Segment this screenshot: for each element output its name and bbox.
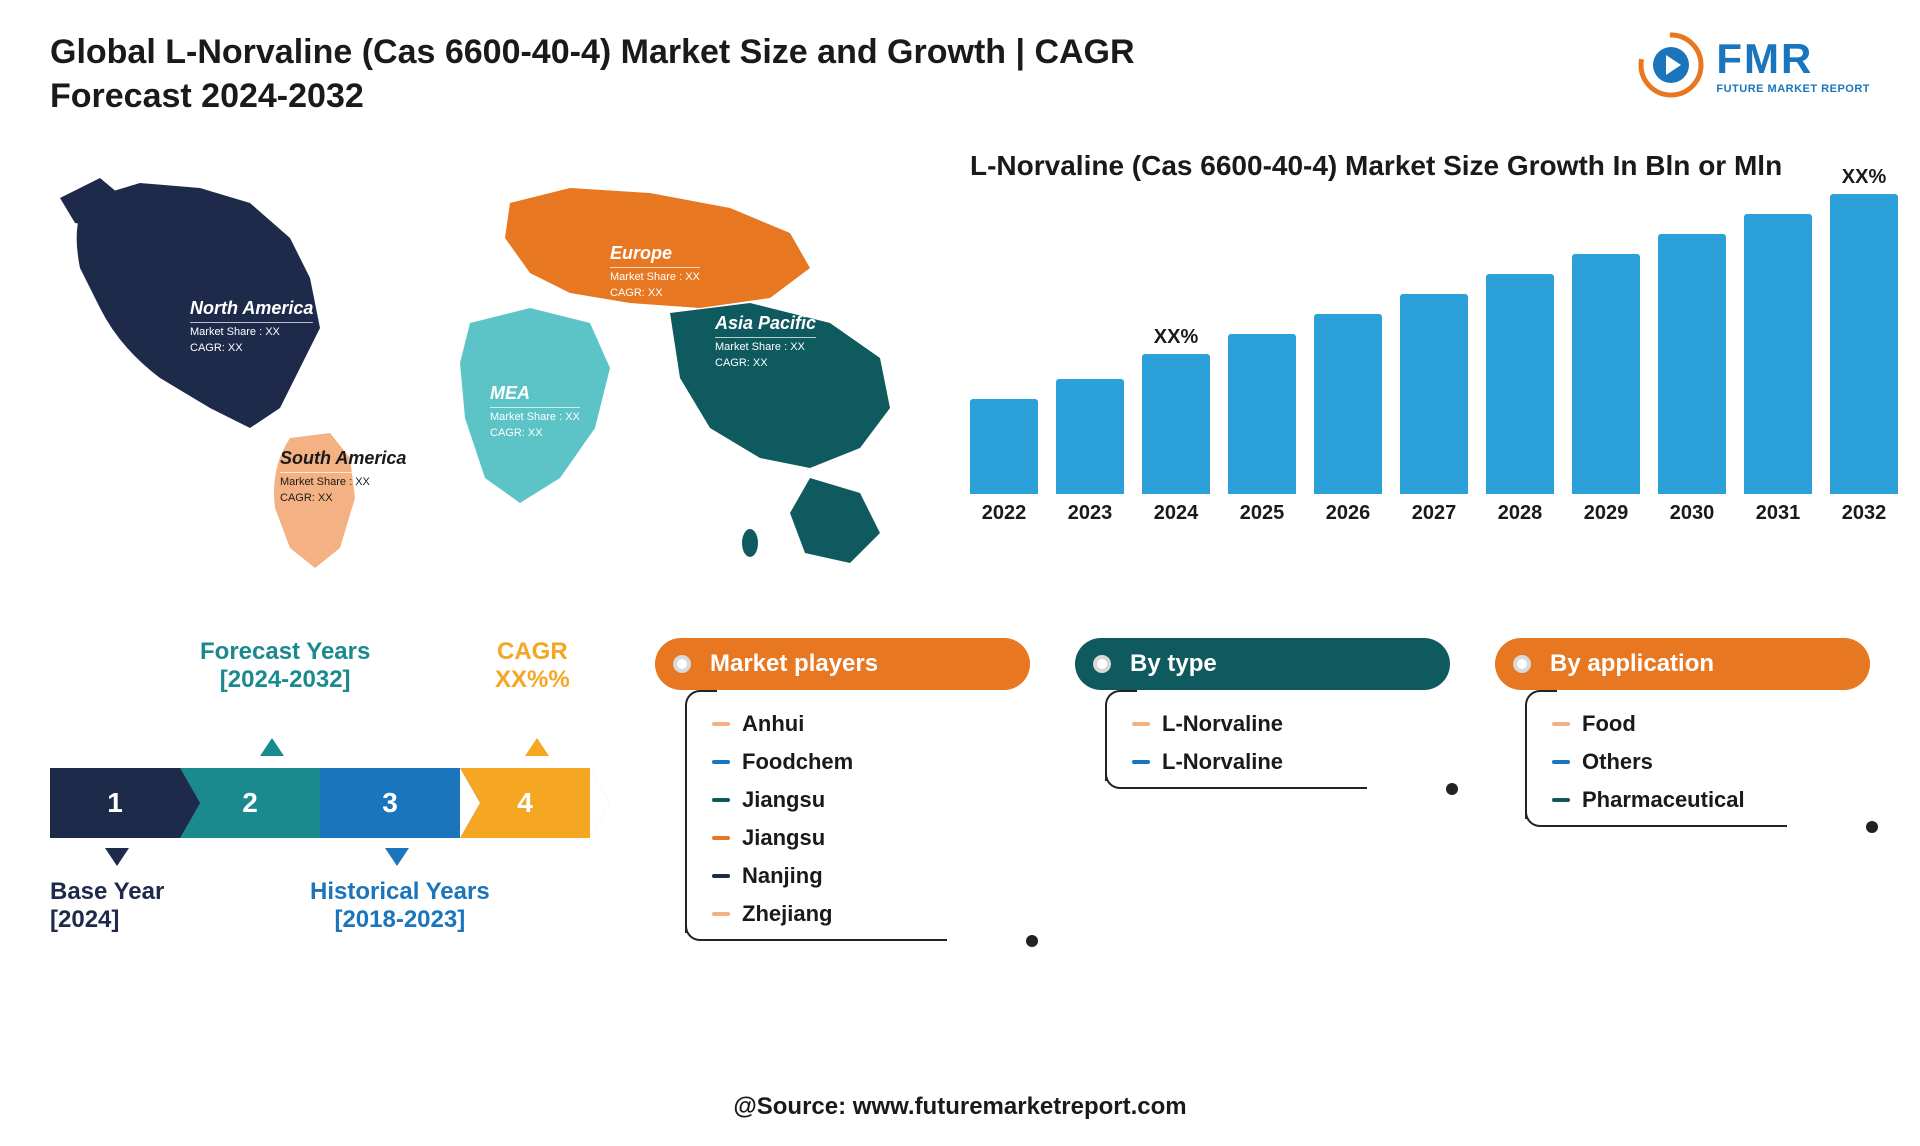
forecast-label: Forecast Years [2024-2032] — [200, 638, 370, 694]
bar-2025: 2025 — [1228, 334, 1296, 525]
cat-header: Market players — [655, 638, 1030, 690]
forecast-t1: Forecast Years — [200, 638, 370, 666]
tri-down-hist — [385, 848, 409, 866]
hist-t1: Historical Years — [310, 878, 490, 906]
base-t2: [2024] — [50, 906, 164, 934]
end-dot-icon — [1446, 783, 1458, 795]
bar-2028: 2028 — [1486, 274, 1554, 525]
cat-item: Foodchem — [687, 743, 1030, 781]
dot-icon — [1093, 655, 1111, 673]
chart-title: L-Norvaline (Cas 6600-40-4) Market Size … — [970, 148, 1898, 184]
cat-item: Zhejiang — [687, 895, 1030, 933]
tri-up-forecast — [260, 738, 284, 756]
cat-item: Anhui — [687, 705, 1030, 743]
bar-2032: XX%2032 — [1830, 194, 1898, 525]
end-dot-icon — [1026, 935, 1038, 947]
timeline-seg-3: 3 — [320, 768, 460, 838]
logo-sub-text: FUTURE MARKET REPORT — [1716, 83, 1870, 95]
logo-icon — [1636, 30, 1706, 100]
cat-item: Others — [1527, 743, 1870, 781]
cat-item: Jiangsu — [687, 819, 1030, 857]
region-label-south-america: South AmericaMarket Share : XXCAGR: XX — [280, 448, 406, 506]
cat-header: By application — [1495, 638, 1870, 690]
cat-item: L-Norvaline — [1107, 743, 1450, 781]
cat-item: Jiangsu — [687, 781, 1030, 819]
region-label-mea: MEAMarket Share : XXCAGR: XX — [490, 383, 580, 441]
bar-chart: L-Norvaline (Cas 6600-40-4) Market Size … — [970, 148, 1898, 578]
cat-body: FoodOthersPharmaceutical — [1525, 705, 1870, 819]
bar-2027: 2027 — [1400, 294, 1468, 525]
forecast-t2: [2024-2032] — [200, 666, 370, 694]
page-title: Global L-Norvaline (Cas 6600-40-4) Marke… — [50, 30, 1150, 118]
dot-icon — [673, 655, 691, 673]
cat-item: Food — [1527, 705, 1870, 743]
hist-label: Historical Years [2018-2023] — [310, 878, 490, 934]
category-by-type: By type L-NorvalineL-Norvaline — [1075, 638, 1450, 933]
cagr-label: CAGR XX%% — [495, 638, 570, 694]
category-by-application: By application FoodOthersPharmaceutical — [1495, 638, 1870, 933]
cat-header: By type — [1075, 638, 1450, 690]
categories-container: Market players AnhuiFoodchemJiangsuJiang… — [655, 638, 1870, 933]
region-label-asia-pacific: Asia PacificMarket Share : XXCAGR: XX — [715, 313, 816, 371]
cat-item: Nanjing — [687, 857, 1030, 895]
bar-2029: 2029 — [1572, 254, 1640, 525]
timeline-seg-2: 2 — [180, 768, 320, 838]
logo-main-text: FMR — [1716, 35, 1870, 83]
cagr-t1: CAGR — [495, 638, 570, 666]
tri-up-cagr — [525, 738, 549, 756]
bars-container: 2022 2023 XX%2024 2025 2026 2027 2028 2029 2030 2… — [970, 205, 1898, 525]
timeline-seg-1: 1 — [50, 768, 180, 838]
region-label-north-america: North AmericaMarket Share : XXCAGR: XX — [190, 298, 313, 356]
base-t1: Base Year — [50, 878, 164, 906]
cat-body: AnhuiFoodchemJiangsuJiangsuNanjingZhejia… — [685, 705, 1030, 933]
source-text: @Source: www.futuremarketreport.com — [733, 1093, 1186, 1121]
bar-2024: XX%2024 — [1142, 354, 1210, 525]
bar-2031: 2031 — [1744, 214, 1812, 525]
logo: FMR FUTURE MARKET REPORT — [1636, 30, 1870, 100]
bar-2030: 2030 — [1658, 234, 1726, 525]
timeline-arrows: 1.tl-seg:nth-child(1)::after{border-left… — [50, 768, 590, 838]
region-label-europe: EuropeMarket Share : XXCAGR: XX — [610, 243, 700, 301]
cagr-t2: XX%% — [495, 666, 570, 694]
timeline: Forecast Years [2024-2032] CAGR XX%% 1.t… — [50, 638, 610, 948]
world-map: North AmericaMarket Share : XXCAGR: XX So… — [50, 148, 930, 578]
bar-2022: 2022 — [970, 399, 1038, 525]
dot-icon — [1513, 655, 1531, 673]
cat-item: L-Norvaline — [1107, 705, 1450, 743]
base-label: Base Year [2024] — [50, 878, 164, 934]
tri-down-base — [105, 848, 129, 866]
bar-2023: 2023 — [1056, 379, 1124, 525]
bar-2026: 2026 — [1314, 314, 1382, 525]
cat-item: Pharmaceutical — [1527, 781, 1870, 819]
category-market-players: Market players AnhuiFoodchemJiangsuJiang… — [655, 638, 1030, 933]
end-dot-icon — [1866, 821, 1878, 833]
cat-body: L-NorvalineL-Norvaline — [1105, 705, 1450, 781]
hist-t2: [2018-2023] — [310, 906, 490, 934]
